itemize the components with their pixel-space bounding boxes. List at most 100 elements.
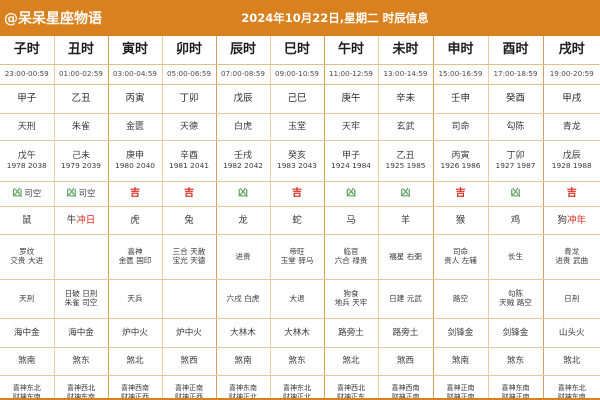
deity-cell: 朱雀 [54, 113, 109, 141]
bad-gods-cell: 天兵 [108, 279, 163, 319]
nayin-cell: 大林木 [270, 318, 325, 348]
sha-cell: 煞北 [543, 347, 600, 376]
time-range-cell: 17:00-18:59 [488, 64, 544, 85]
good-gods-cell: 青龙 进贵 武曲 [543, 234, 600, 280]
lucky-direction-cell: 喜神东北 财神东南 [0, 375, 55, 400]
hour-name-cell: 未时 [378, 36, 434, 65]
good-god-line: 金匮 国印 [118, 256, 152, 265]
lucky-direction-cell: 喜神西南 财神正西 [108, 375, 163, 400]
years-ganzhi: 戊午 [17, 150, 36, 161]
page-title: 2024年10月22日,星期二 时辰信息 [241, 11, 429, 25]
good-god-line: 司命 [452, 247, 469, 257]
luck-cell: 吉 [543, 181, 600, 207]
bad-god-line: 路空 [452, 293, 469, 303]
zodiac-animal: 蛇 [292, 214, 302, 226]
bad-god-line: 狗食 [343, 289, 359, 299]
lucky-direction-line: 喜神东南 [501, 383, 530, 392]
table-row-deity: 天刑 朱雀 金匮 天德 白虎 玉堂 天牢 玄武 司命 勾陈 青龙 [0, 113, 600, 141]
years-list: 1926 1986 [440, 161, 481, 171]
years-list: 1979 2039 [61, 161, 101, 171]
luck-mark: 吉 [184, 188, 194, 200]
time-range-cell: 11:00-12:59 [324, 64, 379, 85]
lucky-direction-line: 财神正西 [121, 393, 149, 400]
luck-mark: 凶 [510, 188, 521, 200]
table-row-sha-direction: 煞南 煞东 煞北 煞西 煞南 煞东 煞北 煞西 煞南 煞东 煞北 [0, 347, 600, 376]
table-row-nayin: 海中金 海中金 炉中火 炉中火 大林木 大林木 路旁土 路旁土 剑锋金 剑锋金 山头火 [0, 318, 600, 348]
bad-god-line: 大退 [289, 293, 305, 303]
lucky-direction-line: 喜神东北 [283, 383, 311, 392]
deity-cell: 天刑 [0, 113, 55, 141]
lucky-direction-cell: 喜神正南 财神正南 [433, 375, 489, 398]
zodiac-animal: 鸡 [510, 214, 521, 226]
bad-god-line: 天刑 [19, 293, 35, 303]
sha-cell: 煞东 [488, 347, 544, 376]
years-list: 1983 2043 [277, 161, 317, 171]
good-god-line: 宝光 天德 [172, 256, 206, 265]
zodiac-cell: 兔 [162, 206, 217, 235]
page-header: @呆呆星座物语 2024年10月22日,星期二 时辰信息 [0, 0, 600, 36]
luck-cell: 凶司空 [54, 181, 109, 207]
zodiac-clash: 冲年 [567, 214, 587, 226]
lucky-direction-line: 财神正东 [337, 393, 365, 400]
table-row-good-gods: 罗纹 交贵 大进 喜神 金匮 国印 三合 天赦 宝光 天德 进贵 帝旺 玉堂 驿马 临官 六合 禄贵… [0, 234, 600, 280]
nayin-cell: 剑锋金 [488, 318, 544, 348]
years-list: 1925 1985 [385, 161, 426, 171]
deity-cell: 金匮 [108, 113, 163, 141]
time-range-cell: 01:00-02:59 [54, 64, 109, 85]
zodiac-cell: 蛇 [270, 206, 325, 235]
good-gods-cell: 长生 [488, 234, 544, 280]
ganzhi-cell: 辛未 [378, 84, 434, 114]
table-row-hour-names: 子时 丑时 寅时 卯时 辰时 巳时 午时 未时 申时 酉时 戌时 [0, 36, 600, 65]
table-row-zodiac: 鼠 牛冲日 虎 兔 龙 蛇 马 羊 猴 鸡 狗冲年 [0, 206, 600, 235]
deity-cell: 白虎 [216, 113, 271, 141]
lucky-direction-line: 喜神西北 [67, 383, 95, 392]
ganzhi-cell: 庚午 [324, 84, 379, 114]
deity-cell: 天牢 [324, 113, 379, 141]
good-gods-cell: 进贵 [216, 234, 271, 280]
hour-name-cell: 丑时 [54, 36, 109, 65]
good-god-line: 贵人 左辅 [444, 256, 477, 265]
lucky-direction-cell: 喜神东北 财神正北 [270, 375, 325, 398]
luck-mark: 吉 [566, 188, 577, 200]
bad-god-line: 勾陈 [507, 289, 524, 299]
luck-mark: 吉 [292, 188, 302, 200]
good-gods-cell: 临官 六合 禄贵 [324, 234, 379, 280]
ganzhi-cell: 丙寅 [108, 84, 163, 114]
sha-cell: 煞北 [108, 347, 163, 376]
zodiac-cell: 羊 [378, 206, 434, 235]
time-range-cell: 19:00-20:59 [543, 64, 600, 85]
years-cell: 丙寅 1926 1986 [433, 140, 489, 182]
ganzhi-cell: 戊辰 [216, 84, 271, 114]
good-god-line: 喜神 [127, 247, 143, 257]
years-ganzhi: 丁卯 [506, 150, 525, 161]
ganzhi-cell: 癸酉 [488, 84, 544, 114]
lucky-direction-line: 喜神西南 [121, 383, 149, 392]
lucky-direction-line: 喜神东北 [12, 383, 41, 392]
years-cell: 戊午 1978 2038 [0, 140, 55, 182]
years-ganzhi: 癸亥 [287, 150, 306, 161]
zodiac-animal: 兔 [184, 214, 194, 226]
zodiac-cell: 马 [324, 206, 379, 235]
lucky-direction-cell: 喜神西北 财神东南 [54, 375, 109, 398]
lucky-direction-line: 财神东南 [12, 393, 41, 400]
lucky-direction-line: 喜神正南 [446, 383, 475, 392]
luck-tag: 司空 [78, 189, 96, 200]
hour-name-cell: 酉时 [488, 36, 544, 65]
years-cell: 甲子 1924 1984 [324, 140, 379, 182]
lucky-direction-cell: 喜神东南 财神正北 [216, 375, 271, 398]
zodiac-cell: 鸡 [488, 206, 544, 235]
lucky-direction-line: 财神正南 [391, 393, 420, 400]
luck-mark: 吉 [455, 188, 466, 200]
hour-name-cell: 午时 [324, 36, 379, 65]
good-god-line: 三合 天赦 [172, 247, 206, 257]
lucky-direction-cell: 喜神西北 财神正东 [324, 375, 379, 400]
luck-mark: 凶 [12, 188, 23, 200]
bad-gods-cell: 日建 元武 [378, 279, 434, 319]
good-gods-cell: 帝旺 玉堂 驿马 [270, 234, 325, 280]
lucky-direction-cell: 喜神东北 财神东南 [543, 376, 600, 398]
years-ganzhi: 壬戌 [233, 150, 252, 161]
luck-cell: 凶司空 [0, 181, 55, 207]
good-god-line: 青龙 [564, 247, 580, 257]
bad-gods-cell: 勾陈 天贼 路空 [488, 279, 544, 319]
zodiac-cell: 狗冲年 [543, 206, 600, 235]
